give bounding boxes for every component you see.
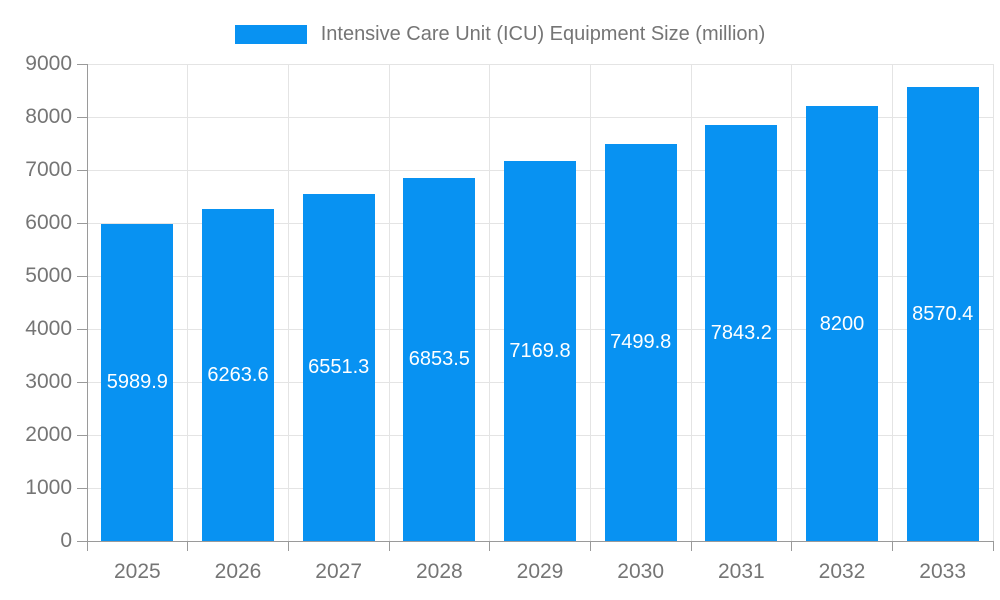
x-tick-label: 2030 — [617, 560, 665, 583]
x-axis-tick — [992, 541, 994, 551]
y-axis-tick — [77, 222, 87, 224]
bar — [906, 86, 979, 541]
x-tick-label: 2032 — [818, 560, 866, 583]
y-tick-label: 2000 — [25, 423, 72, 446]
y-axis-tick — [77, 275, 87, 277]
y-tick-label: 1000 — [25, 476, 72, 499]
x-axis-tick — [690, 541, 692, 551]
y-axis-tick — [77, 328, 87, 330]
x-axis-tick — [187, 541, 189, 551]
y-gridline — [87, 116, 993, 118]
x-axis-tick — [388, 541, 390, 551]
x-gridline — [489, 64, 491, 541]
y-axis-tick — [77, 381, 87, 383]
bar-value-label: 7169.8 — [509, 340, 571, 362]
x-gridline — [187, 64, 189, 541]
x-axis-tick — [86, 541, 88, 551]
bar — [302, 193, 375, 541]
y-axis-tick — [77, 169, 87, 171]
y-axis-tick — [77, 116, 87, 118]
y-axis-tick — [77, 487, 87, 489]
y-tick-label: 9000 — [25, 52, 72, 75]
x-axis-tick — [891, 541, 893, 551]
x-gridline — [992, 64, 994, 541]
bar-value-label: 5989.9 — [106, 371, 168, 394]
y-tick-label: 0 — [60, 529, 72, 552]
x-gridline — [589, 64, 591, 541]
y-tick-label: 5000 — [25, 264, 72, 287]
x-axis-tick — [791, 541, 793, 551]
x-gridline — [891, 64, 893, 541]
y-axis-tick — [77, 434, 87, 436]
y-axis-line — [86, 64, 88, 541]
bar — [604, 143, 677, 541]
y-tick-label: 4000 — [25, 317, 72, 340]
legend: Intensive Care Unit (ICU) Equipment Size… — [0, 18, 1000, 50]
y-tick-label: 8000 — [25, 105, 72, 128]
x-tick-label: 2033 — [919, 560, 967, 583]
bar-value-label: 8570.4 — [912, 302, 974, 325]
y-axis-tick — [77, 540, 87, 542]
bar-value-label: 6551.3 — [308, 356, 370, 379]
x-tick-label: 2031 — [717, 560, 765, 583]
x-gridline — [791, 64, 793, 541]
x-tick-label: 2026 — [214, 560, 262, 583]
x-tick-label: 2029 — [516, 560, 564, 583]
bar — [101, 223, 174, 541]
bar-value-label: 7843.2 — [710, 322, 772, 345]
legend-label: Intensive Care Unit (ICU) Equipment Size… — [320, 23, 766, 45]
bar — [806, 106, 878, 541]
y-gridline — [87, 63, 993, 65]
x-tick-label: 2025 — [113, 560, 161, 583]
bar-value-label: 7499.8 — [610, 331, 672, 354]
x-tick-label: 2028 — [415, 560, 463, 583]
bar — [705, 125, 778, 541]
legend-item[interactable]: Intensive Care Unit (ICU) Equipment Size… — [234, 18, 766, 50]
x-axis-tick — [287, 541, 289, 551]
bar — [504, 161, 576, 541]
x-axis-tick — [589, 541, 591, 551]
bar — [403, 177, 476, 541]
x-axis-line — [87, 540, 993, 542]
x-gridline — [287, 64, 289, 541]
x-tick-label: 2027 — [315, 560, 363, 583]
bar-value-label: 8200 — [819, 312, 865, 335]
y-tick-label: 7000 — [25, 158, 72, 181]
y-axis-tick — [77, 63, 87, 65]
legend-swatch-icon — [234, 24, 307, 44]
bar-value-label: 6853.5 — [408, 348, 470, 371]
y-tick-label: 3000 — [25, 370, 72, 393]
y-tick-label: 6000 — [25, 211, 72, 234]
x-gridline — [388, 64, 390, 541]
bar-value-label: 6263.6 — [207, 364, 269, 386]
bar — [202, 209, 274, 541]
x-gridline — [690, 64, 692, 541]
x-axis-tick — [489, 541, 491, 551]
